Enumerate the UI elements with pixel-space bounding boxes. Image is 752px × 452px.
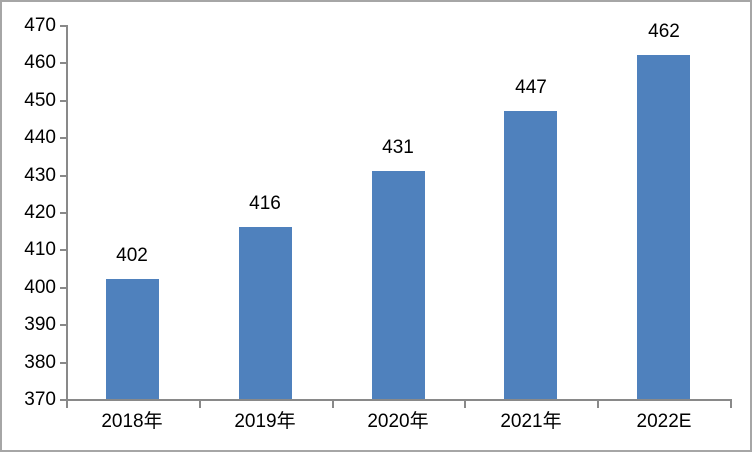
x-axis-tick	[332, 401, 334, 408]
x-axis-tick	[464, 401, 466, 408]
y-axis-tick-label: 460	[24, 52, 56, 73]
bar-value-label: 416	[249, 193, 281, 214]
y-axis-tick	[60, 175, 66, 177]
bar-value-label: 431	[382, 137, 414, 158]
y-axis-tick-label: 380	[24, 352, 56, 373]
x-axis-tick-label: 2019年	[234, 411, 296, 432]
y-axis-tick-label: 410	[24, 239, 56, 260]
y-axis-tick	[60, 399, 66, 401]
bar-value-label: 462	[648, 21, 680, 42]
x-axis-tick	[66, 401, 68, 408]
x-axis-tick	[199, 401, 201, 408]
x-axis-tick-label: 2022E	[636, 411, 692, 432]
y-axis-tick	[60, 25, 66, 27]
y-axis-tick-label: 420	[24, 202, 56, 223]
y-axis-tick-label: 390	[24, 314, 56, 335]
x-axis-tick-label: 2020年	[367, 411, 429, 432]
y-axis-tick	[60, 62, 66, 64]
x-axis-tick	[730, 401, 732, 408]
bar	[239, 227, 292, 399]
y-axis-line	[66, 25, 68, 401]
x-axis-line	[66, 399, 732, 401]
bar	[372, 171, 425, 399]
y-axis-tick	[60, 100, 66, 102]
y-axis-tick-label: 370	[24, 389, 56, 410]
y-axis-tick-label: 400	[24, 277, 56, 298]
bar-value-label: 402	[116, 245, 148, 266]
x-axis-tick	[597, 401, 599, 408]
y-axis-tick-label: 430	[24, 165, 56, 186]
y-axis-tick	[60, 212, 66, 214]
bar	[106, 279, 159, 399]
y-axis-tick	[60, 287, 66, 289]
bar	[504, 111, 557, 399]
y-axis-tick-label: 470	[24, 15, 56, 36]
y-axis-tick	[60, 324, 66, 326]
y-axis-tick	[60, 249, 66, 251]
y-axis-tick-label: 450	[24, 90, 56, 111]
bar-value-label: 447	[515, 77, 547, 98]
y-axis-tick	[60, 137, 66, 139]
y-axis-tick	[60, 362, 66, 364]
x-axis-tick-label: 2021年	[500, 411, 562, 432]
bar	[637, 55, 690, 399]
y-axis-tick-label: 440	[24, 127, 56, 148]
x-axis-tick-label: 2018年	[101, 411, 163, 432]
